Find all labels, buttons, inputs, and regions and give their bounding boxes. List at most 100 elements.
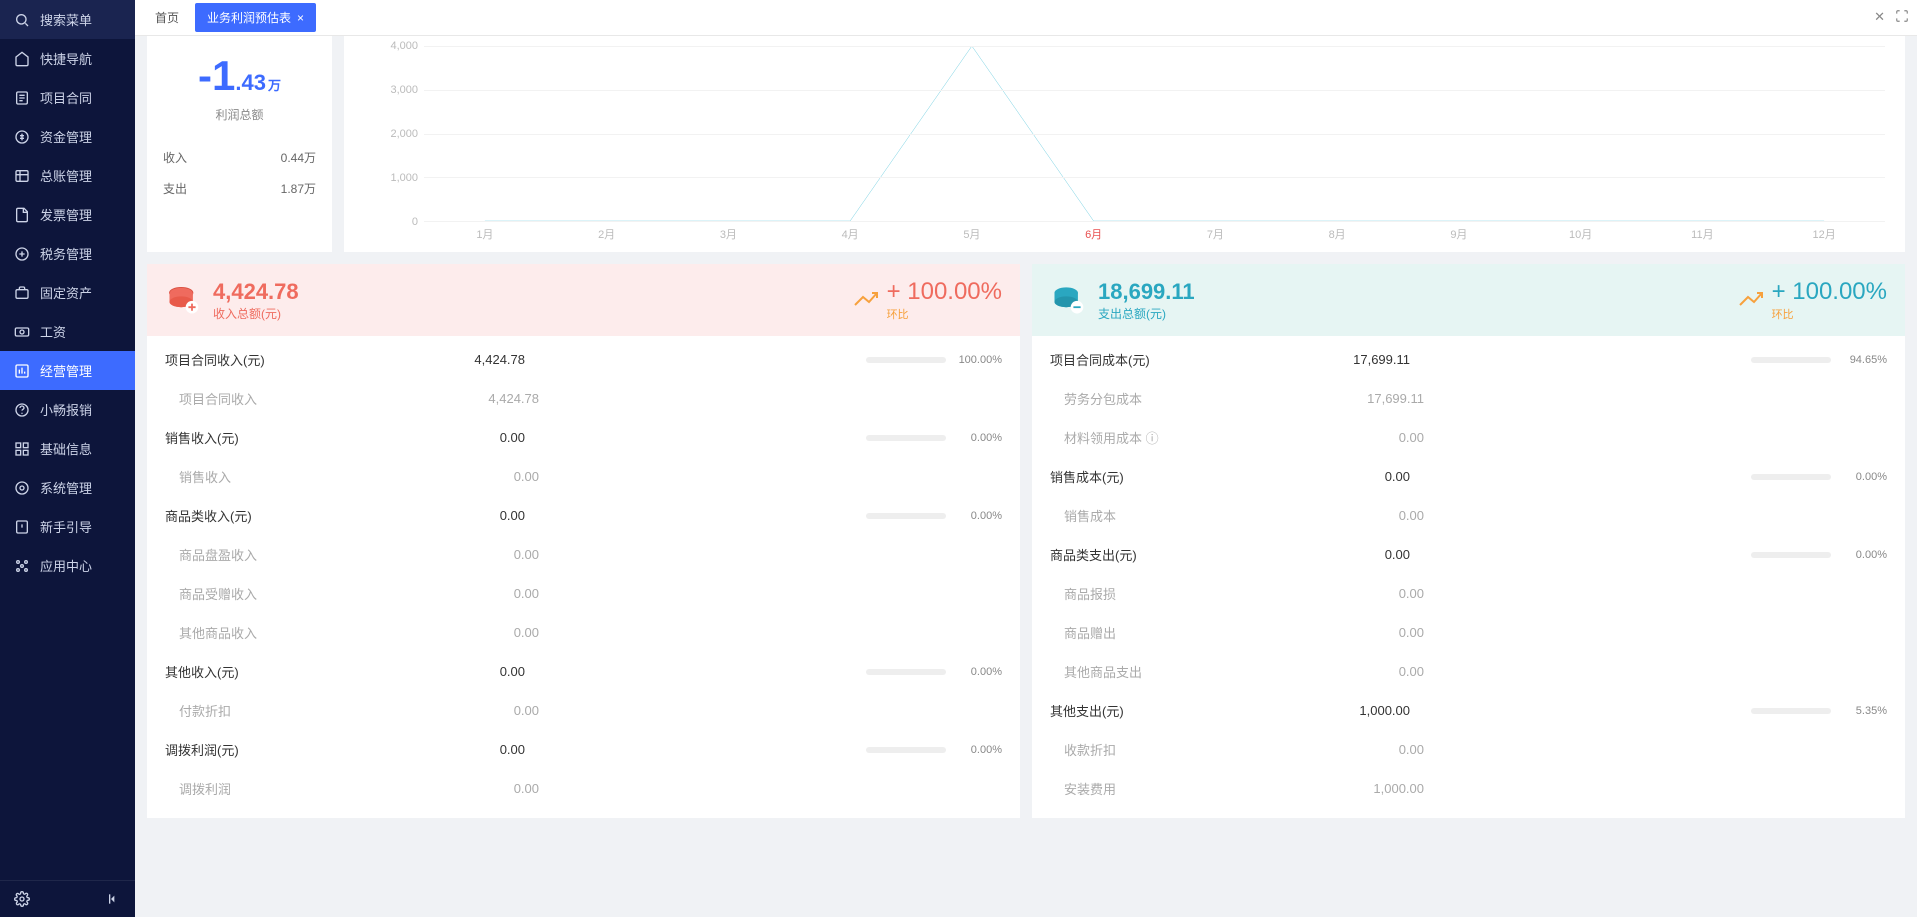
tab-active[interactable]: 业务利润预估表 × bbox=[195, 3, 316, 32]
income-amount: 4,424.78 bbox=[213, 279, 299, 305]
row-label: 项目合同收入 bbox=[179, 389, 399, 408]
row-label: 其他支出(元) bbox=[1050, 701, 1270, 720]
sidebar-item-label: 资金管理 bbox=[40, 127, 92, 146]
row-label: 销售收入(元) bbox=[165, 428, 385, 447]
home-icon bbox=[14, 51, 30, 67]
data-row: 调拨利润(元)0.000.00% bbox=[147, 730, 1020, 769]
data-row: 项目合同收入4,424.78 bbox=[147, 379, 1020, 418]
row-label: 安装费用 bbox=[1064, 779, 1284, 798]
sidebar-item-9[interactable]: 经营管理 bbox=[0, 351, 135, 390]
manage-icon bbox=[14, 363, 30, 379]
row-value: 17,699.11 bbox=[1270, 352, 1410, 367]
profit-summary-card: -1 .43 万 利润总额 收入0.44万支出1.87万 bbox=[147, 36, 332, 252]
row-pct: 0.00% bbox=[954, 666, 1002, 678]
info-icon bbox=[14, 441, 30, 457]
sidebar-item-label: 应用中心 bbox=[40, 556, 92, 575]
data-row: 销售成本0.00 bbox=[1032, 496, 1905, 535]
sidebar-item-12[interactable]: 系统管理 bbox=[0, 468, 135, 507]
data-row: 调拨利润0.00 bbox=[147, 769, 1020, 808]
tab-close-icon[interactable]: × bbox=[297, 11, 304, 25]
sidebar-item-10[interactable]: 小畅报销 bbox=[0, 390, 135, 429]
income-ring-label: 环比 bbox=[887, 306, 1002, 322]
sidebar-item-0[interactable]: 搜索菜单 bbox=[0, 0, 135, 39]
sidebar-item-7[interactable]: 固定资产 bbox=[0, 273, 135, 312]
row-label: 调拨利润(元) bbox=[165, 740, 385, 759]
row-value: 0.00 bbox=[385, 664, 525, 679]
row-pct: 0.00% bbox=[1839, 471, 1887, 483]
row-label: 其他商品支出 bbox=[1064, 662, 1284, 681]
profit-unit: 万 bbox=[268, 75, 281, 94]
sidebar-item-label: 基础信息 bbox=[40, 439, 92, 458]
row-label: 项目合同成本(元) bbox=[1050, 350, 1270, 369]
expense-amount: 18,699.11 bbox=[1098, 279, 1195, 305]
row-label: 商品类收入(元) bbox=[165, 506, 385, 525]
sidebar-item-1[interactable]: 快捷导航 bbox=[0, 39, 135, 78]
sidebar-item-2[interactable]: 项目合同 bbox=[0, 78, 135, 117]
sidebar-item-13[interactable]: 新手引导 bbox=[0, 507, 135, 546]
sidebar-item-5[interactable]: 发票管理 bbox=[0, 195, 135, 234]
sidebar-item-label: 搜索菜单 bbox=[40, 10, 92, 29]
row-value: 0.00 bbox=[399, 625, 539, 640]
sidebar-item-3[interactable]: 资金管理 bbox=[0, 117, 135, 156]
row-pct: 0.00% bbox=[954, 510, 1002, 522]
search-icon bbox=[14, 12, 30, 28]
stat-value: 0.44万 bbox=[281, 149, 316, 166]
profit-stat-1: 支出1.87万 bbox=[163, 180, 316, 197]
progress-bar bbox=[1751, 708, 1831, 714]
row-label: 收款折扣 bbox=[1064, 740, 1284, 759]
profit-label: 利润总额 bbox=[163, 106, 316, 123]
doc-icon bbox=[14, 90, 30, 106]
row-label: 商品类支出(元) bbox=[1050, 545, 1270, 564]
row-value: 0.00 bbox=[399, 469, 539, 484]
x-tick: 10月 bbox=[1520, 226, 1642, 246]
row-value: 0.00 bbox=[399, 781, 539, 796]
sidebar-item-14[interactable]: 应用中心 bbox=[0, 546, 135, 585]
row-label: 劳务分包成本 bbox=[1064, 389, 1284, 408]
fullscreen-icon[interactable] bbox=[1895, 9, 1909, 26]
stat-label: 收入 bbox=[163, 149, 187, 166]
income-header: 4,424.78 收入总额(元) + 100.00% 环比 bbox=[147, 264, 1020, 336]
sidebar: 搜索菜单快捷导航项目合同资金管理总账管理发票管理税务管理固定资产工资经营管理小畅… bbox=[0, 0, 135, 917]
x-tick: 4月 bbox=[789, 226, 911, 246]
sidebar-item-4[interactable]: 总账管理 bbox=[0, 156, 135, 195]
row-pct: 94.65% bbox=[1839, 354, 1887, 366]
profit-int: -1 bbox=[198, 52, 235, 100]
row-label: 项目合同收入(元) bbox=[165, 350, 385, 369]
collapse-icon[interactable] bbox=[105, 891, 121, 907]
sidebar-item-label: 新手引导 bbox=[40, 517, 92, 536]
row-value: 0.00 bbox=[1284, 586, 1424, 601]
x-tick: 12月 bbox=[1763, 226, 1885, 246]
progress-bar bbox=[866, 435, 946, 441]
sidebar-item-8[interactable]: 工资 bbox=[0, 312, 135, 351]
data-row: 其他支出(元)1,000.005.35% bbox=[1032, 691, 1905, 730]
sidebar-item-label: 发票管理 bbox=[40, 205, 92, 224]
x-tick: 3月 bbox=[668, 226, 790, 246]
data-row: 商品类收入(元)0.000.00% bbox=[147, 496, 1020, 535]
row-value: 0.00 bbox=[399, 547, 539, 562]
sidebar-item-6[interactable]: 税务管理 bbox=[0, 234, 135, 273]
tax-icon bbox=[14, 246, 30, 262]
row-value: 1,000.00 bbox=[1284, 781, 1424, 796]
system-icon bbox=[14, 480, 30, 496]
row-value: 0.00 bbox=[399, 586, 539, 601]
expense-pct: + 100.00% bbox=[1772, 278, 1887, 306]
row-label: 销售收入 bbox=[179, 467, 399, 486]
progress-bar bbox=[1751, 357, 1831, 363]
row-value: 0.00 bbox=[1284, 664, 1424, 679]
guide-icon bbox=[14, 519, 30, 535]
close-all-icon[interactable]: ✕ bbox=[1874, 9, 1885, 26]
expense-icon bbox=[1050, 282, 1086, 318]
income-icon bbox=[165, 282, 201, 318]
y-tick: 0 bbox=[412, 216, 418, 228]
row-value: 0.00 bbox=[1284, 625, 1424, 640]
settings-icon[interactable] bbox=[14, 891, 30, 907]
main: 首页 业务利润预估表 × ✕ -1 .43 万 bbox=[135, 0, 1917, 917]
row-label: 商品受赠收入 bbox=[179, 584, 399, 603]
row-value: 0.00 bbox=[385, 430, 525, 445]
row-label: 其他收入(元) bbox=[165, 662, 385, 681]
tab-home[interactable]: 首页 bbox=[143, 3, 191, 32]
row-label: 其他商品收入 bbox=[179, 623, 399, 642]
salary-icon bbox=[14, 324, 30, 340]
row-value: 0.00 bbox=[1284, 430, 1424, 445]
sidebar-item-11[interactable]: 基础信息 bbox=[0, 429, 135, 468]
